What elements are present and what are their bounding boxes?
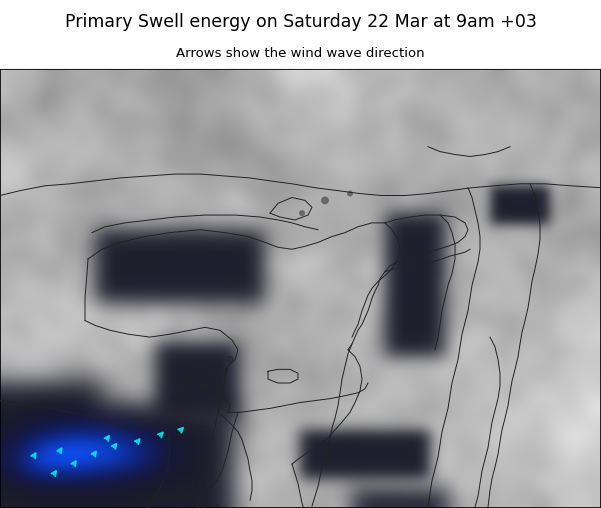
- Polygon shape: [299, 210, 305, 216]
- Text: Arrows show the wind wave direction: Arrows show the wind wave direction: [176, 47, 425, 60]
- Text: Primary Swell energy on Saturday 22 Mar at 9am +03: Primary Swell energy on Saturday 22 Mar …: [64, 13, 537, 31]
- Polygon shape: [226, 356, 234, 363]
- Polygon shape: [347, 190, 353, 197]
- Polygon shape: [180, 376, 190, 386]
- Polygon shape: [321, 197, 329, 204]
- Polygon shape: [201, 382, 209, 390]
